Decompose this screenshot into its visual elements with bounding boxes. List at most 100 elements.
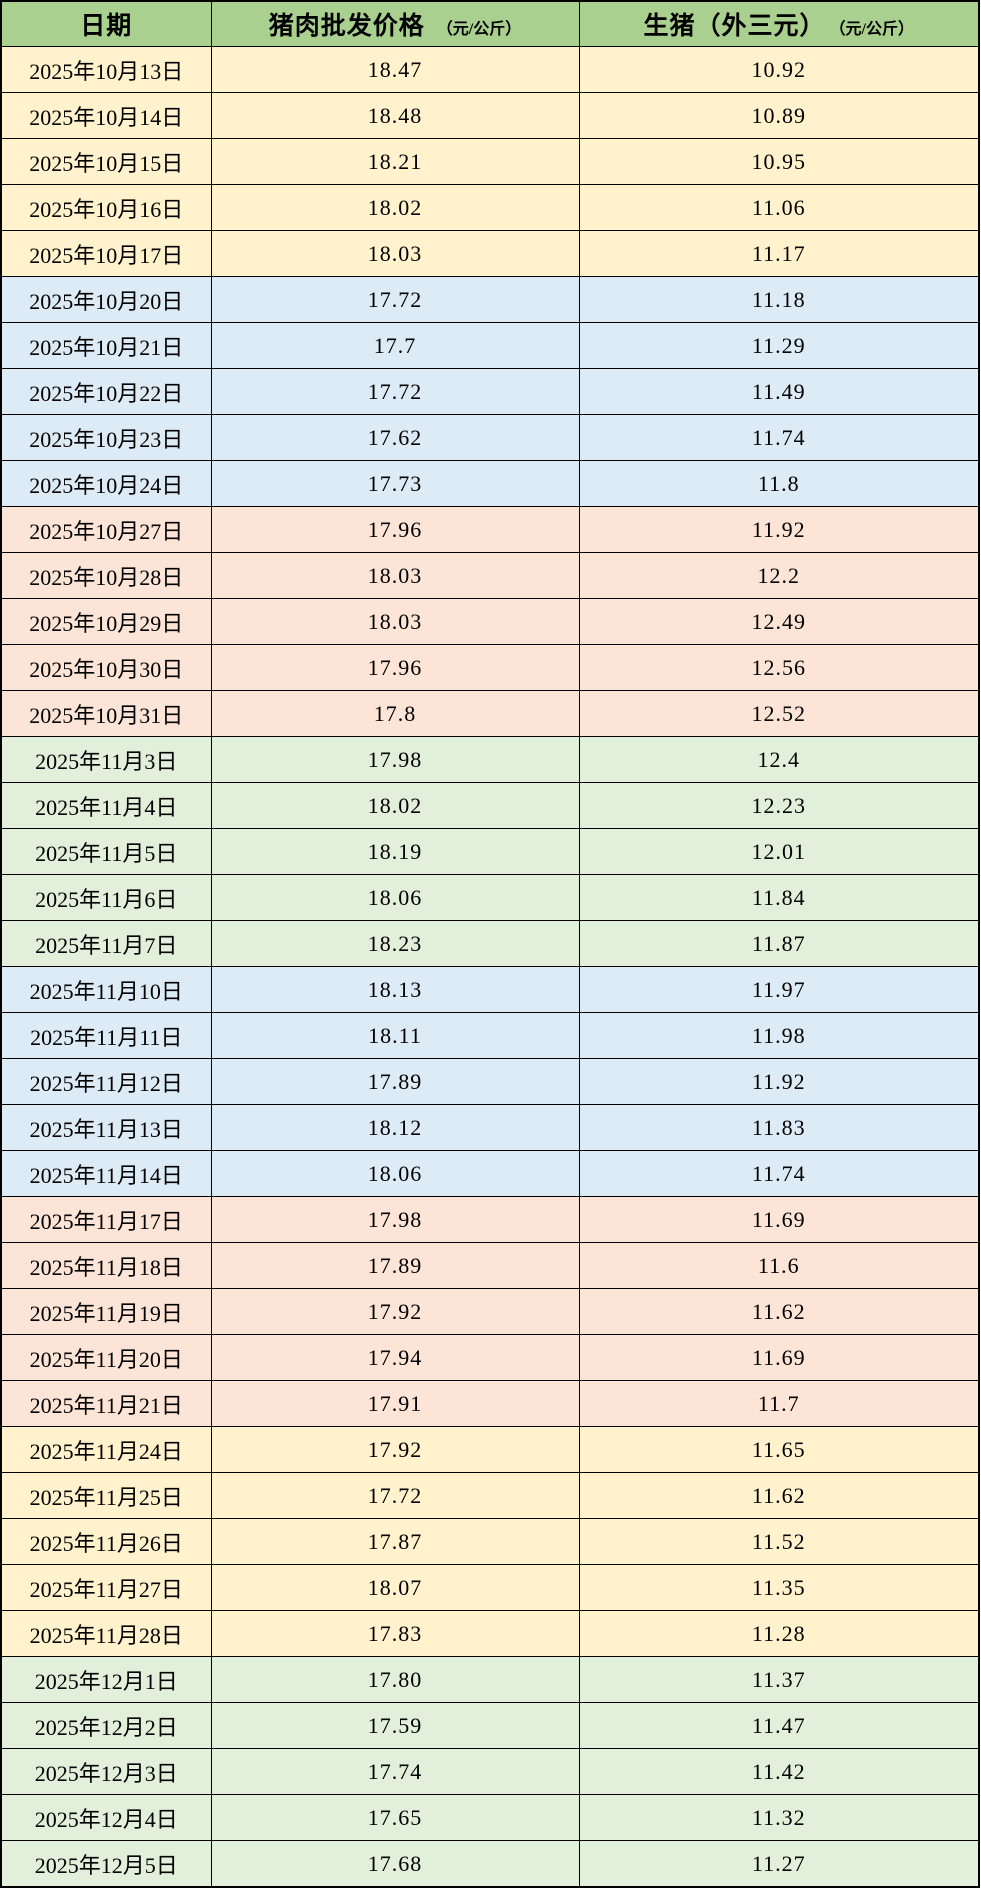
pork-price-cell: 17.73 (210, 460, 580, 507)
table-header: 日期 猪肉批发价格 （元/公斤） 生猪（外三元） （元/公斤） (0, 0, 980, 47)
pork-price-cell: 17.87 (210, 1518, 580, 1565)
pork-price-cell: 17.72 (210, 368, 580, 415)
table-row: 2025年11月7日 18.23 11.87 (0, 920, 980, 967)
pork-price-header-label: 猪肉批发价格 (268, 13, 425, 40)
date-cell: 2025年10月30日 (0, 644, 212, 691)
hog-price-cell: 12.56 (578, 644, 980, 691)
date-cell: 2025年10月27日 (0, 506, 212, 553)
hog-price-cell: 11.83 (578, 1104, 980, 1151)
pork-price-cell: 18.02 (210, 782, 580, 829)
hog-price-cell: 11.42 (578, 1748, 980, 1795)
col-header-hog-price: 生猪（外三元） （元/公斤） (578, 0, 980, 47)
pork-price-cell: 17.91 (210, 1380, 580, 1427)
pork-price-cell: 18.12 (210, 1104, 580, 1151)
table-row: 2025年10月27日 17.96 11.92 (0, 506, 980, 553)
pork-price-cell: 17.83 (210, 1610, 580, 1657)
hog-price-cell: 10.92 (578, 46, 980, 93)
table-row: 2025年10月30日 17.96 12.56 (0, 644, 980, 691)
date-cell: 2025年10月20日 (0, 276, 212, 323)
table-row: 2025年11月18日 17.89 11.6 (0, 1242, 980, 1289)
hog-price-cell: 11.69 (578, 1196, 980, 1243)
table-row: 2025年11月14日 18.06 11.74 (0, 1150, 980, 1197)
pork-price-cell: 18.11 (210, 1012, 580, 1059)
pork-price-cell: 17.62 (210, 414, 580, 461)
table-row: 2025年10月14日 18.48 10.89 (0, 92, 980, 139)
table-row: 2025年11月21日 17.91 11.7 (0, 1380, 980, 1427)
pork-price-cell: 18.23 (210, 920, 580, 967)
table-row: 2025年12月3日 17.74 11.42 (0, 1748, 980, 1795)
pork-price-cell: 17.72 (210, 1472, 580, 1519)
pork-price-cell: 17.7 (210, 322, 580, 369)
table-row: 2025年12月2日 17.59 11.47 (0, 1702, 980, 1749)
header-row: 日期 猪肉批发价格 （元/公斤） 生猪（外三元） （元/公斤） (0, 0, 980, 47)
date-cell: 2025年11月26日 (0, 1518, 212, 1565)
hog-price-cell: 11.27 (578, 1840, 980, 1888)
hog-price-cell: 11.47 (578, 1702, 980, 1749)
pork-price-cell: 18.21 (210, 138, 580, 185)
date-cell: 2025年10月16日 (0, 184, 212, 231)
date-cell: 2025年11月10日 (0, 966, 212, 1013)
table-row: 2025年12月1日 17.80 11.37 (0, 1656, 980, 1703)
pork-price-cell: 18.03 (210, 552, 580, 599)
table-row: 2025年10月23日 17.62 11.74 (0, 414, 980, 461)
hog-price-cell: 11.17 (578, 230, 980, 277)
date-cell: 2025年11月4日 (0, 782, 212, 829)
pork-price-cell: 18.47 (210, 46, 580, 93)
pork-price-cell: 18.02 (210, 184, 580, 231)
table-row: 2025年12月5日 17.68 11.27 (0, 1840, 980, 1888)
date-cell: 2025年10月23日 (0, 414, 212, 461)
col-header-date: 日期 (0, 0, 212, 47)
pork-price-cell: 17.89 (210, 1242, 580, 1289)
pork-price-unit-label: （元/公斤） (436, 21, 522, 38)
date-cell: 2025年10月22日 (0, 368, 212, 415)
date-cell: 2025年12月2日 (0, 1702, 212, 1749)
pork-price-cell: 18.48 (210, 92, 580, 139)
hog-price-cell: 12.2 (578, 552, 980, 599)
pork-price-cell: 18.13 (210, 966, 580, 1013)
table-row: 2025年11月3日 17.98 12.4 (0, 736, 980, 783)
pork-price-cell: 17.8 (210, 690, 580, 737)
hog-price-cell: 12.4 (578, 736, 980, 783)
pork-price-cell: 17.98 (210, 736, 580, 783)
table-row: 2025年10月16日 18.02 11.06 (0, 184, 980, 231)
hog-price-cell: 11.69 (578, 1334, 980, 1381)
hog-price-cell: 11.29 (578, 322, 980, 369)
date-cell: 2025年11月28日 (0, 1610, 212, 1657)
table-row: 2025年11月11日 18.11 11.98 (0, 1012, 980, 1059)
date-cell: 2025年10月24日 (0, 460, 212, 507)
table-row: 2025年11月17日 17.98 11.69 (0, 1196, 980, 1243)
hog-price-cell: 11.62 (578, 1472, 980, 1519)
date-cell: 2025年10月14日 (0, 92, 212, 139)
pork-price-cell: 18.19 (210, 828, 580, 875)
table-row: 2025年10月21日 17.7 11.29 (0, 322, 980, 369)
date-cell: 2025年11月25日 (0, 1472, 212, 1519)
pork-price-cell: 17.74 (210, 1748, 580, 1795)
hog-price-cell: 11.97 (578, 966, 980, 1013)
hog-price-cell: 11.32 (578, 1794, 980, 1841)
hog-price-cell: 11.84 (578, 874, 980, 921)
table-body: 2025年10月13日 18.47 10.92 2025年10月14日 18.4… (0, 46, 980, 1888)
date-cell: 2025年11月11日 (0, 1012, 212, 1059)
date-cell: 2025年10月15日 (0, 138, 212, 185)
date-cell: 2025年12月3日 (0, 1748, 212, 1795)
date-cell: 2025年11月27日 (0, 1564, 212, 1611)
date-cell: 2025年10月17日 (0, 230, 212, 277)
pork-price-cell: 17.68 (210, 1840, 580, 1888)
pork-price-cell: 17.94 (210, 1334, 580, 1381)
table-row: 2025年10月31日 17.8 12.52 (0, 690, 980, 737)
date-cell: 2025年10月13日 (0, 46, 212, 93)
table-row: 2025年12月4日 17.65 11.32 (0, 1794, 980, 1841)
date-cell: 2025年11月17日 (0, 1196, 212, 1243)
table-row: 2025年10月20日 17.72 11.18 (0, 276, 980, 323)
date-cell: 2025年10月28日 (0, 552, 212, 599)
table-row: 2025年10月28日 18.03 12.2 (0, 552, 980, 599)
date-cell: 2025年12月5日 (0, 1840, 212, 1888)
date-cell: 2025年11月6日 (0, 874, 212, 921)
hog-price-cell: 11.18 (578, 276, 980, 323)
table-row: 2025年11月13日 18.12 11.83 (0, 1104, 980, 1151)
hog-price-cell: 11.37 (578, 1656, 980, 1703)
table-row: 2025年10月22日 17.72 11.49 (0, 368, 980, 415)
date-cell: 2025年11月20日 (0, 1334, 212, 1381)
pork-price-cell: 17.80 (210, 1656, 580, 1703)
hog-price-cell: 11.7 (578, 1380, 980, 1427)
